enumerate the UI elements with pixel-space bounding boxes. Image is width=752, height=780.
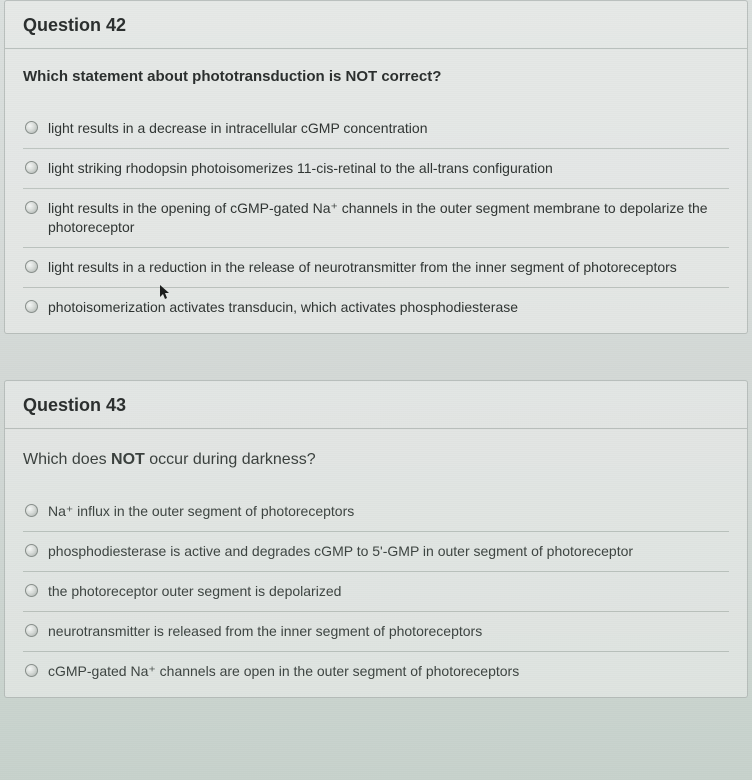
option-row[interactable]: phosphodiesterase is active and degrades…	[23, 531, 729, 571]
prompt-text-post: correct?	[377, 68, 441, 85]
option-text: light results in a reduction in the rele…	[48, 258, 677, 277]
question-42-options: light results in a decrease in intracell…	[23, 109, 729, 326]
question-42-card: Question 42 Which statement about photot…	[4, 0, 748, 334]
prompt-not: NOT	[111, 451, 145, 468]
option-text: phosphodiesterase is active and degrades…	[48, 542, 633, 561]
option-row[interactable]: light striking rhodopsin photoisomerizes…	[23, 148, 729, 188]
option-row[interactable]: photoisomerization activates transducin,…	[23, 287, 729, 327]
spacer	[0, 334, 752, 380]
radio-icon[interactable]	[25, 544, 38, 557]
question-42-prompt: Which statement about phototransduction …	[23, 67, 729, 87]
radio-icon[interactable]	[25, 300, 38, 313]
option-row[interactable]: Na⁺ influx in the outer segment of photo…	[23, 492, 729, 531]
option-row[interactable]: light results in a reduction in the rele…	[23, 247, 729, 287]
option-text: photoisomerization activates transducin,…	[48, 298, 518, 317]
option-row[interactable]: cGMP-gated Na⁺ channels are open in the …	[23, 651, 729, 691]
option-row[interactable]: the photoreceptor outer segment is depol…	[23, 571, 729, 611]
question-43-prompt: Which does NOT occur during darkness?	[23, 449, 729, 471]
prompt-text-pre: Which statement about phototransduction …	[23, 68, 346, 85]
radio-icon[interactable]	[25, 121, 38, 134]
prompt-text-pre: Which does	[23, 451, 111, 468]
radio-icon[interactable]	[25, 260, 38, 273]
question-43-options: Na⁺ influx in the outer segment of photo…	[23, 492, 729, 690]
radio-icon[interactable]	[25, 584, 38, 597]
radio-icon[interactable]	[25, 161, 38, 174]
quiz-page: Question 42 Which statement about photot…	[0, 0, 752, 780]
radio-icon[interactable]	[25, 664, 38, 677]
option-text: Na⁺ influx in the outer segment of photo…	[48, 502, 354, 521]
question-43-card: Question 43 Which does NOT occur during …	[4, 380, 748, 698]
option-row[interactable]: light results in the opening of cGMP-gat…	[23, 188, 729, 247]
question-42-header: Question 42	[5, 1, 747, 49]
prompt-not: NOT	[346, 68, 378, 85]
question-42-body: Which statement about phototransduction …	[5, 49, 747, 333]
option-row[interactable]: neurotransmitter is released from the in…	[23, 611, 729, 651]
radio-icon[interactable]	[25, 624, 38, 637]
option-text: neurotransmitter is released from the in…	[48, 622, 482, 641]
prompt-text-post: occur during darkness?	[145, 451, 316, 468]
option-text: light results in the opening of cGMP-gat…	[48, 199, 727, 237]
option-row[interactable]: light results in a decrease in intracell…	[23, 109, 729, 148]
question-43-title: Question 43	[23, 395, 729, 416]
question-42-title: Question 42	[23, 15, 729, 36]
option-text: cGMP-gated Na⁺ channels are open in the …	[48, 662, 519, 681]
radio-icon[interactable]	[25, 504, 38, 517]
question-43-header: Question 43	[5, 381, 747, 429]
option-text: light results in a decrease in intracell…	[48, 119, 427, 138]
option-text: the photoreceptor outer segment is depol…	[48, 582, 341, 601]
option-text: light striking rhodopsin photoisomerizes…	[48, 159, 553, 178]
question-43-body: Which does NOT occur during darkness? Na…	[5, 429, 747, 697]
radio-icon[interactable]	[25, 201, 38, 214]
